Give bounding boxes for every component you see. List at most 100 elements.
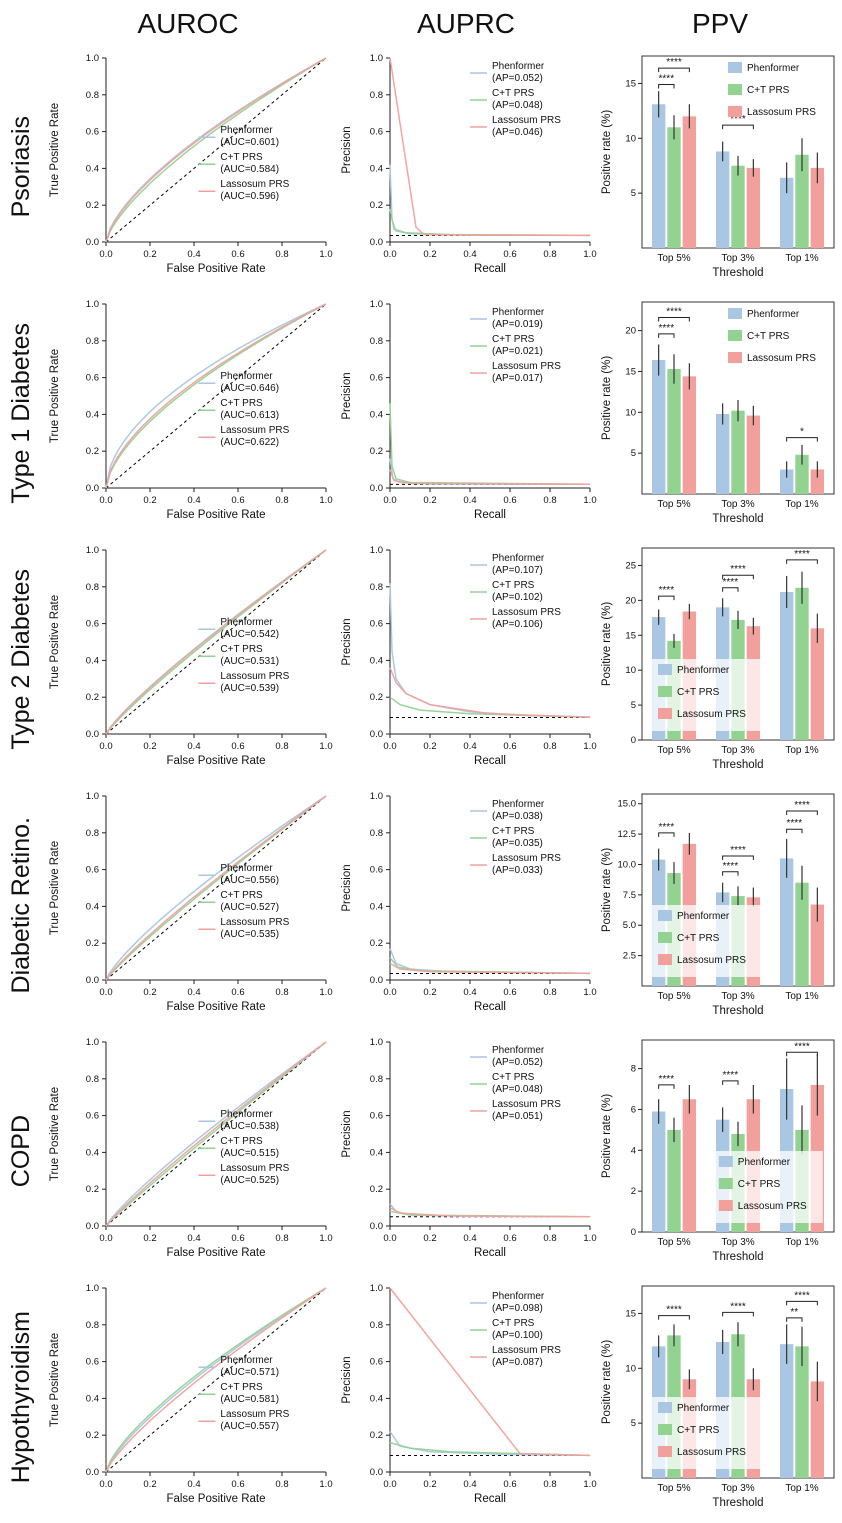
svg-text:0.6: 0.6 — [231, 741, 244, 752]
svg-text:0.6: 0.6 — [370, 127, 383, 138]
svg-text:0.6: 0.6 — [86, 619, 99, 630]
sig-bracket — [658, 595, 675, 601]
svg-text:(AUC=0.556): (AUC=0.556) — [220, 875, 279, 886]
legend: Phenformer C+T PRS Lassosum PRS — [712, 1151, 823, 1223]
prc-plot: 0.00.0 0.2 0.2 0.4 0.4 0.6 0.6 0.8 0.8 1.0 1.0 Reca… — [341, 1037, 597, 1259]
svg-text:C+T PRS: C+T PRS — [492, 580, 535, 591]
svg-text:0.0: 0.0 — [370, 483, 383, 494]
svg-text:0.8: 0.8 — [370, 336, 383, 347]
legend: Phenformer(AUC=0.556) C+T PRS(AUC=0.527) L… — [198, 863, 290, 940]
svg-text:0.0: 0.0 — [370, 1467, 383, 1478]
svg-text:0.8: 0.8 — [86, 1074, 99, 1085]
svg-text:0.8: 0.8 — [86, 582, 99, 593]
chance-diagonal — [105, 1287, 327, 1473]
svg-text:C+T PRS: C+T PRS — [738, 1179, 781, 1190]
svg-text:(AUC=0.531): (AUC=0.531) — [220, 656, 279, 667]
svg-text:Top 5%: Top 5% — [657, 991, 690, 1002]
svg-text:Recall: Recall — [474, 1493, 506, 1505]
svg-text:(AP=0.098): (AP=0.098) — [492, 1303, 543, 1314]
svg-text:0.2: 0.2 — [143, 249, 156, 260]
svg-text:True Positive Rate: True Positive Rate — [49, 349, 61, 443]
svg-text:0.8: 0.8 — [543, 249, 556, 260]
svg-text:****: **** — [723, 1070, 739, 1081]
bar — [731, 165, 745, 248]
svg-text:Recall: Recall — [474, 1247, 506, 1259]
svg-text:0.2: 0.2 — [86, 446, 99, 457]
svg-text:0.8: 0.8 — [275, 1479, 288, 1490]
svg-text:Top 1%: Top 1% — [785, 1237, 818, 1248]
svg-text:0.6: 0.6 — [86, 373, 99, 384]
svg-text:Precision: Precision — [341, 372, 353, 419]
svg-text:****: **** — [794, 549, 810, 560]
significance-annotations: ********* — [658, 307, 818, 442]
legend-swatch — [658, 664, 672, 675]
axes: 0.00.0 0.2 0.2 0.4 0.4 0.6 0.6 0.8 0.8 1.0 1.0 Reca… — [341, 1037, 597, 1259]
chance-diagonal — [105, 57, 327, 243]
sig-bracket — [658, 1084, 675, 1089]
row-label-text: Type 2 Diabetes — [6, 568, 35, 750]
svg-text:Lassosum PRS: Lassosum PRS — [747, 353, 816, 364]
svg-text:1.0: 1.0 — [86, 53, 99, 64]
axes: 0 2 4 6 8 Top 5% Top 3% Top 1% Threshold Positive… — [601, 1039, 835, 1263]
series — [389, 1203, 591, 1218]
svg-text:Top 1%: Top 1% — [785, 499, 818, 510]
svg-text:0.4: 0.4 — [370, 655, 383, 666]
svg-text:0.2: 0.2 — [143, 1233, 156, 1244]
bar — [682, 1099, 697, 1232]
legend-swatch — [658, 686, 672, 697]
ppv-plot: 5 10 15 20 Top 5% Top 3% Top 1% Threshold Positi… — [601, 301, 835, 525]
svg-text:Top 5%: Top 5% — [657, 1483, 690, 1494]
bar — [746, 415, 761, 494]
svg-text:0.8: 0.8 — [275, 987, 288, 998]
svg-text:0.2: 0.2 — [423, 495, 436, 506]
svg-text:Precision: Precision — [341, 864, 353, 911]
row-label-type1-diabetes: Type 1 Diabetes — [0, 290, 42, 536]
series — [105, 303, 327, 489]
svg-text:0.0: 0.0 — [99, 741, 112, 752]
svg-text:Phenformer: Phenformer — [492, 1045, 545, 1056]
svg-text:0.0: 0.0 — [99, 987, 112, 998]
svg-text:Lassosum PRS: Lassosum PRS — [220, 917, 289, 928]
svg-text:0.4: 0.4 — [187, 1233, 200, 1244]
series — [105, 1287, 327, 1473]
legend: Phenformer(AP=0.098) C+T PRS(AP=0.100) Las… — [470, 1291, 561, 1368]
bar — [715, 413, 730, 494]
svg-text:(AUC=0.515): (AUC=0.515) — [220, 1148, 279, 1159]
svg-text:Recall: Recall — [474, 1001, 506, 1013]
svg-text:Phenformer: Phenformer — [220, 125, 273, 136]
svg-text:C+T PRS: C+T PRS — [492, 334, 535, 345]
svg-text:1.0: 1.0 — [583, 987, 596, 998]
copd-auroc-chart: 0.0 0.0 0.2 0.2 0.4 0.4 0.6 0.6 0.8 0.8 1.0 1.0 Fals… — [42, 1028, 334, 1274]
svg-text:0.4: 0.4 — [187, 1479, 200, 1490]
bar — [810, 1381, 825, 1478]
axes: 0.00.0 0.2 0.2 0.4 0.4 0.6 0.6 0.8 0.8 1.0 1.0 Reca… — [341, 545, 597, 767]
svg-text:Phenformer: Phenformer — [747, 63, 800, 74]
svg-text:(AP=0.033): (AP=0.033) — [492, 865, 543, 876]
ppv-plot: 0 2 4 6 8 Top 5% Top 3% Top 1% Threshold Positive… — [601, 1039, 835, 1263]
svg-text:Positive rate (%): Positive rate (%) — [601, 1340, 613, 1425]
svg-text:(AUC=0.539): (AUC=0.539) — [220, 683, 279, 694]
svg-text:12.5: 12.5 — [618, 829, 637, 840]
svg-text:Lassosum PRS: Lassosum PRS — [747, 107, 816, 118]
svg-text:1.0: 1.0 — [319, 495, 332, 506]
series — [389, 583, 591, 718]
svg-text:15: 15 — [625, 630, 636, 641]
svg-text:0.6: 0.6 — [231, 249, 244, 260]
type1-diabetes-auroc-chart: 0.0 0.0 0.2 0.2 0.4 0.4 0.6 0.6 0.8 0.8 1.0 1.0 Fals… — [42, 290, 334, 536]
svg-text:0.2: 0.2 — [143, 1479, 156, 1490]
svg-text:0.4: 0.4 — [187, 495, 200, 506]
roc-curve — [105, 795, 327, 981]
svg-text:(AUC=0.538): (AUC=0.538) — [220, 1121, 279, 1132]
roc-plot: 0.00.0 0.2 0.2 0.4 0.4 0.6 0.6 0.8 0.8 1.0 1.0 Fals… — [49, 1283, 333, 1505]
svg-text:4: 4 — [631, 1145, 636, 1156]
svg-text:(AUC=0.527): (AUC=0.527) — [220, 902, 279, 913]
svg-text:1.0: 1.0 — [583, 495, 596, 506]
sig-bracket — [722, 1080, 739, 1085]
row-type1-diabetes: Type 1 Diabetes 0.0 0.0 0.2 0.2 0.4 0.4 0.6 0.6… — [0, 290, 842, 536]
svg-text:(AUC=0.646): (AUC=0.646) — [220, 383, 279, 394]
legend: Phenformer(AP=0.107) C+T PRS(AP=0.102) Las… — [470, 553, 561, 630]
sig-bracket — [658, 333, 675, 338]
svg-text:0.4: 0.4 — [463, 495, 476, 506]
svg-text:(AP=0.038): (AP=0.038) — [492, 811, 543, 822]
svg-text:5: 5 — [631, 188, 636, 199]
